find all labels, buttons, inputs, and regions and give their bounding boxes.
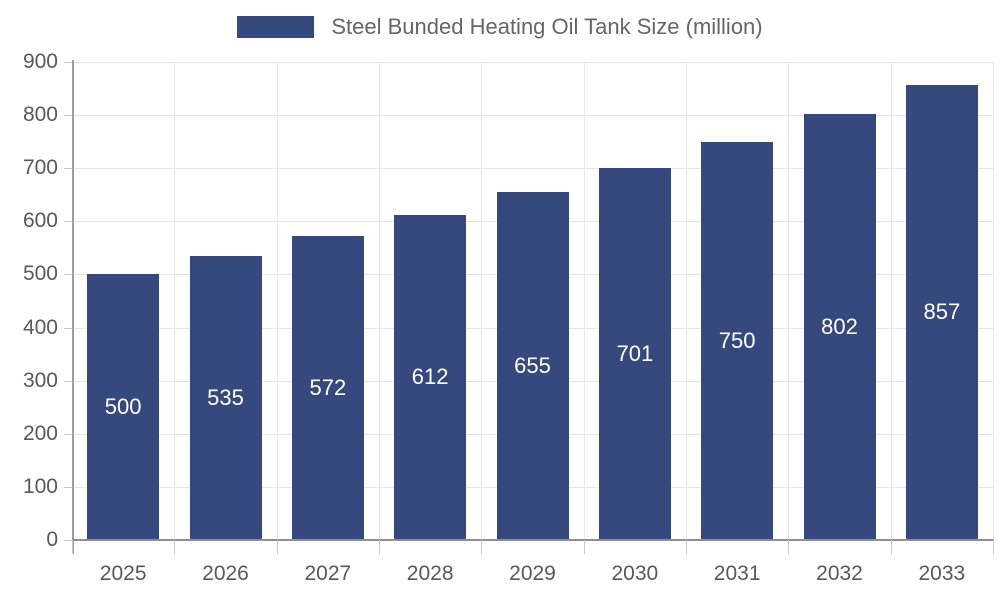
y-tick-label-0: 0 <box>46 528 58 551</box>
bar-value-label-2028: 612 <box>411 364 449 390</box>
y-tick-label-400: 400 <box>22 315 58 339</box>
bar-2025 <box>87 274 160 540</box>
x-tick-mark <box>379 540 380 554</box>
plot-area: 500 535 572 612 655 701 750 802 857 <box>72 62 994 540</box>
legend: Steel Bunded Heating Oil Tank Size (mill… <box>0 14 1000 40</box>
bar-2033 <box>905 84 978 540</box>
y-tick-mark <box>64 433 72 435</box>
y-tick-label-300: 300 <box>22 368 58 392</box>
gridline-v <box>993 62 994 540</box>
x-tick-mark <box>686 540 687 554</box>
bar-value-label-2030: 701 <box>616 340 654 366</box>
y-tick-label-200: 200 <box>22 421 58 445</box>
x-tick-label-2033: 2033 <box>918 562 966 585</box>
bar-2030 <box>598 167 671 540</box>
gridline-v <box>583 62 585 540</box>
y-tick-label-100: 100 <box>22 474 58 498</box>
x-tick-label-2028: 2028 <box>406 562 454 585</box>
gridline-v <box>788 62 790 540</box>
gridline-v <box>481 62 483 540</box>
bar-2028 <box>394 214 467 540</box>
bar-value-label-2032: 802 <box>821 314 858 340</box>
bar-value-label-2026: 535 <box>207 384 244 410</box>
x-tick-label-2030: 2030 <box>611 562 659 585</box>
x-tick-label-2031: 2031 <box>713 562 761 585</box>
bar-2026 <box>189 255 262 540</box>
bar-value-label-2029: 655 <box>514 353 551 379</box>
bar-2029 <box>496 192 569 540</box>
y-tick-mark <box>64 221 72 223</box>
gridline-v <box>276 62 278 540</box>
x-tick-mark <box>890 540 892 554</box>
y-tick-label-800: 800 <box>22 103 58 127</box>
bar-2032 <box>803 114 876 540</box>
gridline-v <box>686 62 687 540</box>
y-tick-label-500: 500 <box>22 262 58 286</box>
y-tick-label-900: 900 <box>22 50 58 73</box>
x-tick-label-2025: 2025 <box>99 562 147 585</box>
y-tick-label-700: 700 <box>22 156 58 180</box>
gridline-v <box>890 62 892 540</box>
bar-value-label-2025: 500 <box>104 394 142 420</box>
x-axis-line <box>72 539 994 541</box>
x-tick-mark <box>481 540 483 554</box>
x-tick-mark <box>174 540 176 554</box>
y-tick-mark <box>64 540 72 541</box>
y-axis-line <box>72 60 74 554</box>
x-tick-label-2032: 2032 <box>816 562 863 585</box>
y-tick-mark <box>64 380 72 382</box>
gridline-h-800 <box>72 115 993 117</box>
x-tick-mark <box>72 540 73 554</box>
y-tick-label-600: 600 <box>22 209 58 233</box>
y-tick-mark <box>64 62 72 63</box>
gridline-v <box>174 62 176 540</box>
y-tick-mark <box>64 327 72 329</box>
x-tick-mark <box>583 540 585 554</box>
y-tick-mark <box>64 115 72 117</box>
y-tick-mark <box>64 486 72 488</box>
gridline-h-900 <box>72 62 993 63</box>
x-tick-label-2026: 2026 <box>202 562 249 585</box>
bar-value-label-2031: 750 <box>718 327 756 353</box>
x-tick-mark <box>993 540 994 554</box>
bar-2031 <box>701 141 774 540</box>
y-tick-mark <box>64 274 72 276</box>
y-tick-mark <box>64 168 72 170</box>
x-tick-label-2029: 2029 <box>509 562 556 585</box>
legend-swatch <box>237 16 315 38</box>
legend-label: Steel Bunded Heating Oil Tank Size (mill… <box>331 14 763 39</box>
bar-2027 <box>291 236 364 540</box>
bar-value-label-2027: 572 <box>309 375 347 401</box>
x-tick-mark <box>276 540 278 554</box>
x-tick-label-2027: 2027 <box>304 562 352 585</box>
gridline-h-700 <box>72 168 993 170</box>
bar-value-label-2033: 857 <box>923 299 961 325</box>
gridline-v <box>379 62 380 540</box>
x-tick-mark <box>788 540 790 554</box>
